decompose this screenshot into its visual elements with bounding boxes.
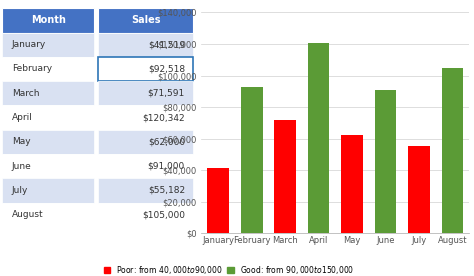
- Bar: [2, 154, 94, 178]
- Text: February: February: [12, 65, 52, 73]
- Bar: [408, 146, 430, 233]
- Bar: [98, 203, 193, 227]
- Bar: [2, 33, 94, 57]
- Bar: [2, 57, 94, 81]
- Bar: [98, 105, 193, 130]
- Text: Month: Month: [31, 15, 65, 25]
- Bar: [2, 8, 94, 33]
- Text: August: August: [12, 210, 44, 219]
- Text: April: April: [12, 113, 33, 122]
- Bar: [98, 178, 193, 203]
- Bar: [2, 130, 94, 154]
- Text: $91,000: $91,000: [148, 162, 185, 171]
- Bar: [98, 154, 193, 178]
- Text: Sales: Sales: [131, 15, 160, 25]
- Text: $92,518: $92,518: [148, 65, 185, 73]
- Text: May: May: [12, 137, 30, 146]
- Text: July: July: [12, 186, 28, 195]
- Text: March: March: [12, 89, 39, 98]
- Text: $41,519: $41,519: [148, 40, 185, 49]
- Bar: [98, 8, 193, 33]
- Bar: [374, 90, 396, 233]
- Bar: [98, 130, 193, 154]
- Bar: [98, 81, 193, 105]
- Bar: [2, 203, 94, 227]
- Text: $120,342: $120,342: [142, 113, 185, 122]
- Bar: [2, 178, 94, 203]
- Bar: [98, 57, 193, 81]
- Text: January: January: [12, 40, 46, 49]
- Bar: [207, 168, 229, 233]
- Text: $55,182: $55,182: [148, 186, 185, 195]
- Text: $105,000: $105,000: [142, 210, 185, 219]
- Bar: [341, 136, 363, 233]
- Legend: Poor: from $40,000 to $90,000, Good: from $90,000 to $150,000: Poor: from $40,000 to $90,000, Good: fro…: [103, 264, 355, 275]
- Bar: [98, 57, 193, 81]
- Bar: [241, 87, 263, 233]
- Text: June: June: [12, 162, 32, 171]
- Text: $62,000: $62,000: [148, 137, 185, 146]
- Bar: [308, 43, 329, 233]
- Bar: [2, 81, 94, 105]
- Text: $71,591: $71,591: [148, 89, 185, 98]
- Bar: [274, 120, 296, 233]
- Bar: [442, 68, 464, 233]
- Bar: [98, 33, 193, 57]
- Bar: [2, 105, 94, 130]
